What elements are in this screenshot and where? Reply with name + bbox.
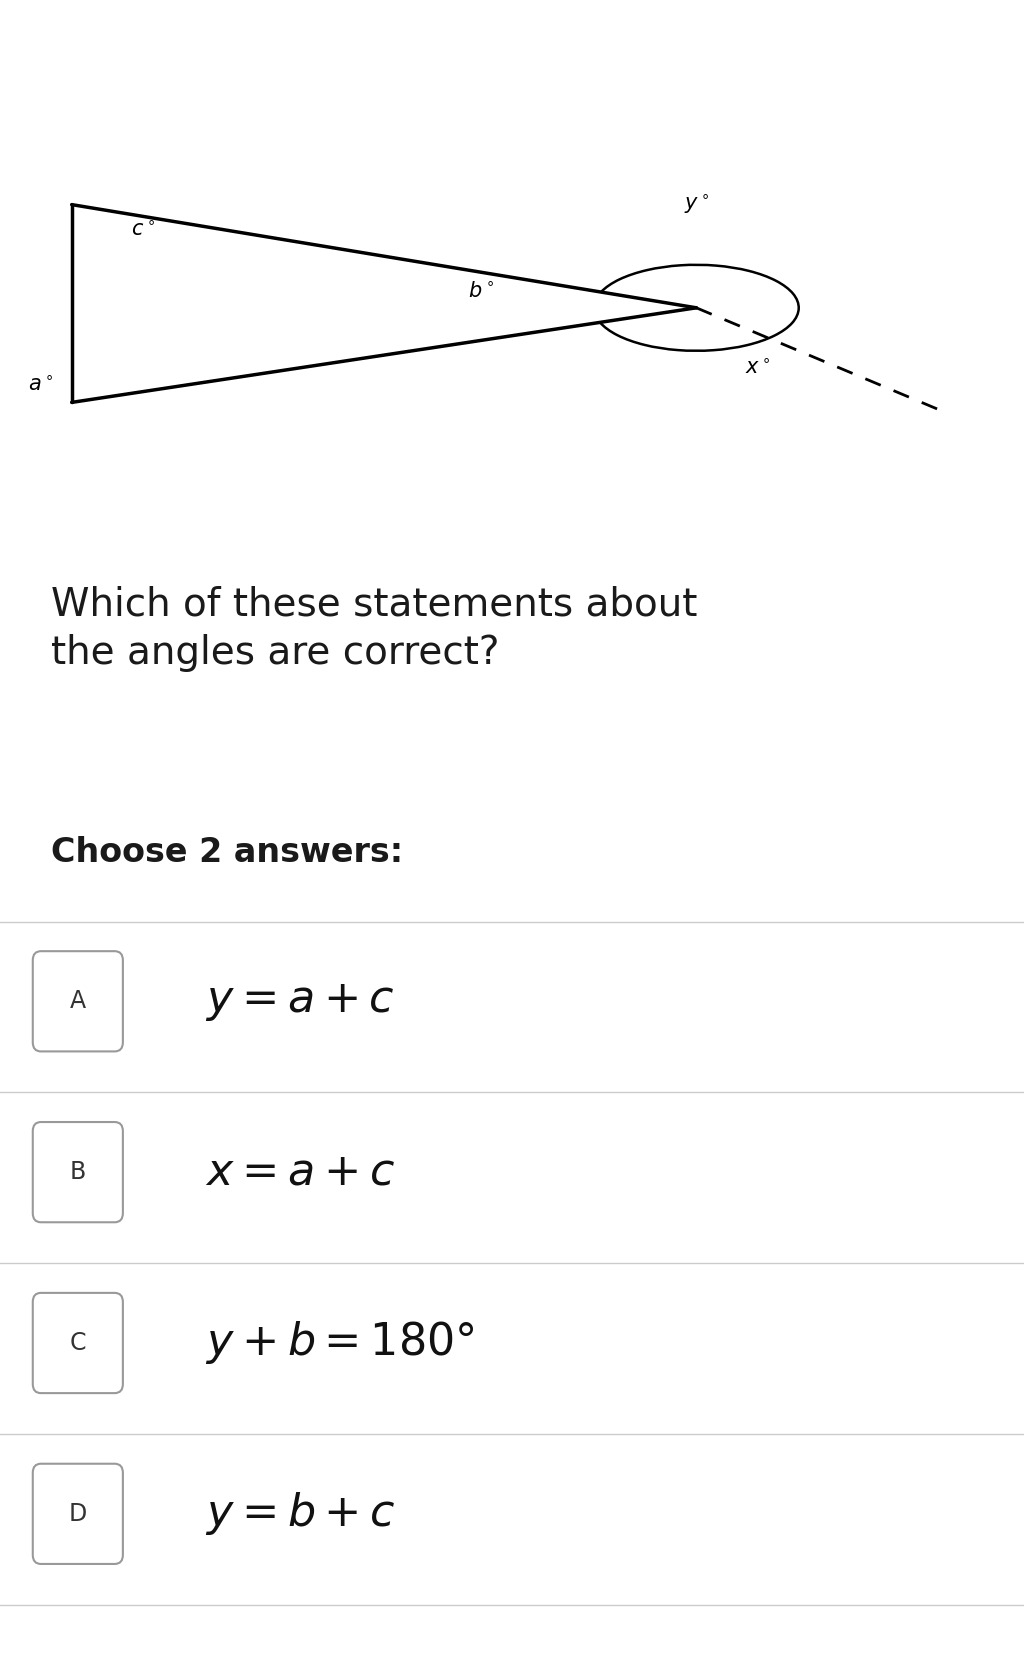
Text: B: B xyxy=(70,1160,86,1184)
Text: Which of these statements about
the angles are correct?: Which of these statements about the angl… xyxy=(51,586,697,672)
Text: $b^\circ$: $b^\circ$ xyxy=(468,280,495,301)
Text: $y+b=180\degree$: $y+b=180\degree$ xyxy=(205,1320,475,1367)
Text: property: property xyxy=(82,69,225,96)
Text: $y=a+c$: $y=a+c$ xyxy=(205,981,394,1023)
Text: D: D xyxy=(69,1501,87,1526)
Text: A: A xyxy=(70,989,86,1014)
Text: $y^\circ$: $y^\circ$ xyxy=(684,193,709,217)
FancyBboxPatch shape xyxy=(33,952,123,1051)
Text: $x^\circ$: $x^\circ$ xyxy=(744,358,771,378)
FancyBboxPatch shape xyxy=(33,1293,123,1394)
Text: $x=a+c$: $x=a+c$ xyxy=(205,1150,394,1194)
Text: $y=b+c$: $y=b+c$ xyxy=(205,1491,395,1538)
Text: Choose 2 answers:: Choose 2 answers: xyxy=(51,836,403,870)
Text: $c^\circ$: $c^\circ$ xyxy=(131,220,156,240)
FancyBboxPatch shape xyxy=(33,1464,123,1563)
Text: C: C xyxy=(70,1331,86,1355)
FancyBboxPatch shape xyxy=(33,1122,123,1222)
Text: Understand triangle exterior angle: Understand triangle exterior angle xyxy=(82,18,655,47)
Text: $a^\circ$: $a^\circ$ xyxy=(29,374,53,395)
